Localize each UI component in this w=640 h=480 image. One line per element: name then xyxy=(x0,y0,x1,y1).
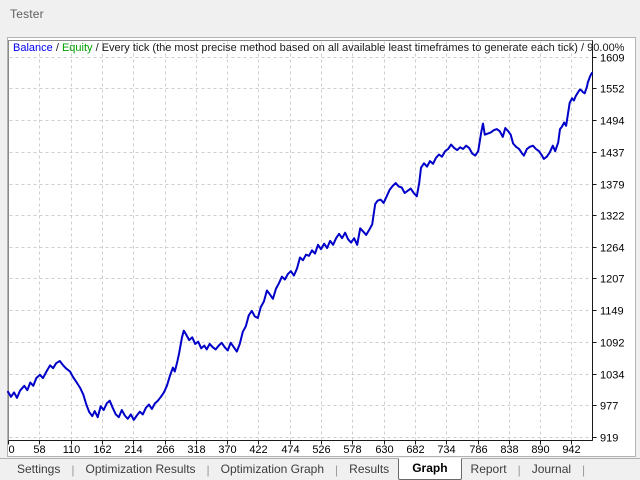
tab-separator: | xyxy=(582,462,586,477)
legend-quality-text: 90.00% xyxy=(587,42,625,54)
tab-results[interactable]: Results xyxy=(349,462,390,476)
tab-graph[interactable]: Graph xyxy=(398,457,462,480)
legend-equity-label: Equity xyxy=(61,42,93,54)
tab-optimization-graph[interactable]: Optimization Graph xyxy=(220,462,325,476)
window-title: Tester xyxy=(10,7,44,21)
tab-separator: | xyxy=(335,462,339,477)
chart-legend: Balance / Equity / Every tick (the most … xyxy=(13,42,624,54)
tester-tab-bar: Settings | Optimization Results | Optimizati… xyxy=(0,457,640,480)
tab-separator: | xyxy=(71,462,75,477)
tab-separator: | xyxy=(206,462,210,477)
legend-model-text: Every tick (the most precise method base… xyxy=(101,42,578,54)
tab-optimization-results[interactable]: Optimization Results xyxy=(85,462,196,476)
tab-settings[interactable]: Settings xyxy=(17,462,61,476)
tab-report[interactable]: Report xyxy=(470,462,507,476)
tab-separator: | xyxy=(517,462,521,477)
legend-separator-2: / xyxy=(92,42,102,54)
legend-separator-3: / xyxy=(577,42,588,54)
tab-journal[interactable]: Journal xyxy=(531,462,572,476)
legend-balance-label: Balance xyxy=(13,42,53,54)
chart-panel xyxy=(7,37,636,457)
legend-separator-1: / xyxy=(52,42,62,54)
